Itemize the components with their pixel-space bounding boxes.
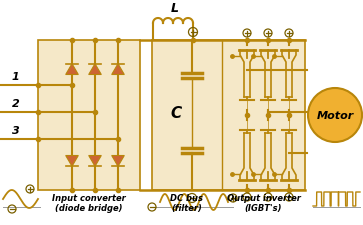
Text: 1: 1 — [12, 72, 20, 82]
Polygon shape — [89, 156, 101, 166]
Polygon shape — [89, 64, 101, 75]
Text: C: C — [170, 106, 182, 120]
Text: DC bus
(filter): DC bus (filter) — [171, 193, 204, 212]
FancyBboxPatch shape — [152, 41, 305, 190]
Text: Output inverter
(IGBT's): Output inverter (IGBT's) — [227, 193, 301, 212]
Polygon shape — [112, 156, 124, 166]
Text: 2: 2 — [12, 99, 20, 108]
Text: 3: 3 — [12, 126, 20, 135]
Text: L: L — [171, 2, 179, 15]
FancyBboxPatch shape — [38, 41, 140, 190]
Polygon shape — [112, 64, 124, 75]
Polygon shape — [66, 156, 78, 166]
Text: Input converter
(diode bridge): Input converter (diode bridge) — [52, 193, 126, 212]
Polygon shape — [66, 64, 78, 75]
Text: Motor: Motor — [317, 110, 354, 120]
Circle shape — [308, 89, 362, 142]
